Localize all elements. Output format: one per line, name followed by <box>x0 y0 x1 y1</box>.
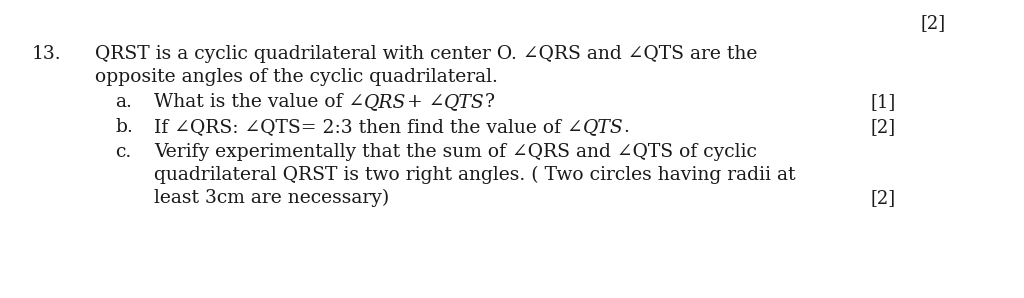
Text: What is the value of ∠: What is the value of ∠ <box>154 93 365 111</box>
Text: b.: b. <box>115 118 133 136</box>
Text: [2]: [2] <box>870 118 895 136</box>
Text: + ∠: + ∠ <box>407 93 444 111</box>
Text: [1]: [1] <box>870 93 895 111</box>
Text: a.: a. <box>115 93 132 111</box>
Text: .: . <box>624 118 630 136</box>
Text: QRST is a cyclic quadrilateral with center O. ∠QRS and ∠QTS are the: QRST is a cyclic quadrilateral with cent… <box>95 45 758 63</box>
Text: quadrilateral QRST is two right angles. ( Two circles having radii at: quadrilateral QRST is two right angles. … <box>154 166 796 184</box>
Text: [2]: [2] <box>870 189 895 207</box>
Text: 13.: 13. <box>32 45 61 63</box>
Text: QRS: QRS <box>365 93 407 111</box>
Text: If ∠QRS: ∠QTS= 2:3 then find the value of ∠: If ∠QRS: ∠QTS= 2:3 then find the value o… <box>154 118 583 136</box>
Text: least 3cm are necessary): least 3cm are necessary) <box>154 189 389 207</box>
Text: QTS: QTS <box>444 93 485 111</box>
Text: QTS: QTS <box>583 118 624 136</box>
Text: opposite angles of the cyclic quadrilateral.: opposite angles of the cyclic quadrilate… <box>95 68 498 86</box>
Text: c.: c. <box>115 143 131 161</box>
Text: [2]: [2] <box>920 14 945 32</box>
Text: Verify experimentally that the sum of ∠QRS and ∠QTS of cyclic: Verify experimentally that the sum of ∠Q… <box>154 143 757 161</box>
Text: ?: ? <box>485 93 495 111</box>
